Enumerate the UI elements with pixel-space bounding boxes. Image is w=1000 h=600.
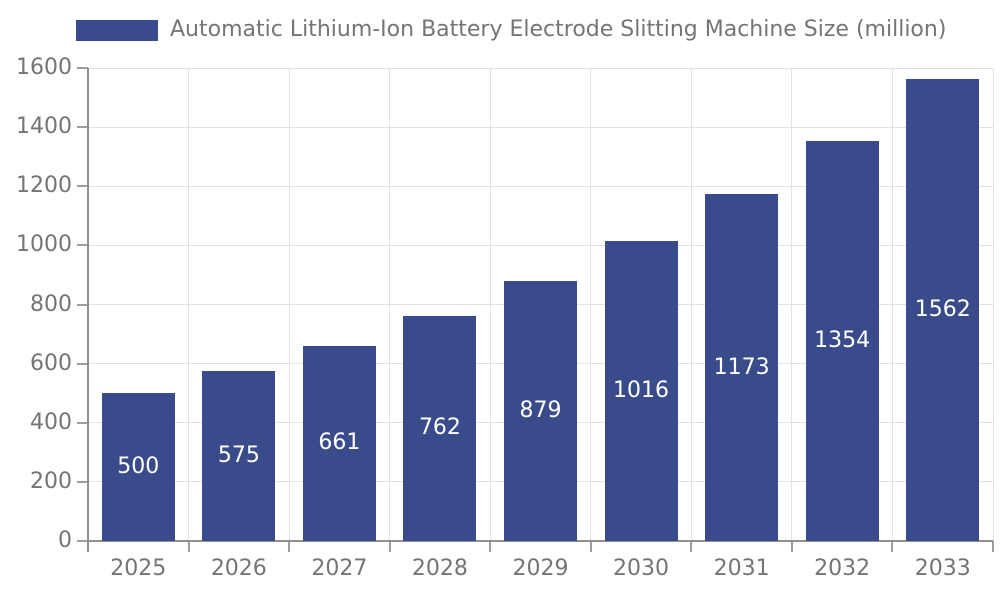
bar-2028[interactable]: [403, 315, 477, 541]
bar-2030[interactable]: [604, 240, 678, 541]
bar-2031[interactable]: [705, 194, 779, 541]
legend-swatch: [76, 19, 158, 41]
y-axis-tick: [77, 362, 88, 365]
x-tick-label: 2030: [613, 556, 670, 581]
gridline-vertical: [690, 68, 692, 541]
bar-value-label: 1173: [713, 354, 770, 380]
x-axis-tick: [589, 541, 592, 552]
y-axis-tick: [77, 67, 88, 69]
bar-2029[interactable]: [504, 281, 577, 541]
x-axis-tick: [288, 541, 291, 552]
gridline-vertical: [489, 68, 491, 541]
bar-value-label: 1562: [914, 297, 971, 323]
bar-value-label: 575: [217, 443, 260, 468]
y-axis-tick: [77, 540, 88, 542]
y-axis-tick: [77, 126, 88, 129]
x-axis-tick: [992, 541, 994, 552]
x-tick-label: 2027: [311, 556, 368, 581]
y-tick-label: 0: [58, 528, 72, 553]
bar-2027[interactable]: [302, 345, 376, 541]
y-axis-tick: [77, 185, 88, 188]
gridline-horizontal: [88, 244, 993, 246]
y-axis-tick: [77, 303, 88, 306]
x-axis-tick: [187, 541, 190, 552]
bar-2033[interactable]: [906, 79, 980, 541]
x-tick-label: 2031: [713, 556, 770, 581]
gridline-vertical: [389, 68, 391, 541]
x-axis-tick: [790, 541, 793, 552]
gridline-vertical: [590, 68, 592, 541]
gridline-vertical: [288, 68, 290, 541]
x-axis-tick: [388, 541, 391, 552]
x-tick-label: 2025: [110, 556, 167, 581]
x-tick-label: 2032: [814, 556, 871, 581]
x-axis-tick: [891, 541, 894, 552]
bar-value-label: 500: [117, 454, 160, 480]
x-tick-label: 2033: [914, 556, 971, 581]
bar-2025[interactable]: [101, 393, 175, 541]
gridline-vertical: [992, 68, 994, 541]
legend-item[interactable]: Automatic Lithium-Ion Battery Electrode …: [76, 16, 946, 44]
gridline-vertical: [891, 68, 893, 541]
y-axis-tick: [77, 421, 88, 424]
x-tick-label: 2026: [210, 556, 267, 581]
x-axis-line: [88, 540, 993, 542]
gridline-horizontal: [88, 185, 993, 187]
x-tick-label: 2028: [411, 556, 468, 581]
x-axis-tick: [690, 541, 693, 552]
x-axis-tick: [489, 541, 492, 552]
bar-value-label: 1354: [814, 327, 871, 353]
y-tick-label: 200: [30, 468, 72, 494]
bar-value-label: 879: [519, 398, 562, 424]
y-tick-label: 600: [30, 350, 72, 376]
y-tick-label: 1000: [16, 232, 72, 258]
y-axis-tick: [77, 480, 88, 483]
y-tick-label: 800: [30, 291, 72, 317]
gridline-horizontal: [88, 126, 993, 128]
bar-2026[interactable]: [202, 371, 276, 541]
x-tick-label: 2029: [512, 556, 569, 581]
y-tick-label: 1400: [16, 114, 72, 140]
gridline-horizontal: [88, 67, 993, 69]
legend-label: Automatic Lithium-Ion Battery Electrode …: [170, 17, 947, 42]
y-tick-label: 400: [30, 409, 72, 435]
gridline-vertical: [791, 68, 793, 541]
bar-2032[interactable]: [805, 140, 879, 541]
bar-value-label: 661: [318, 430, 361, 456]
y-axis-tick: [77, 244, 88, 247]
y-tick-label: 1600: [16, 55, 72, 80]
gridline-vertical: [188, 68, 190, 541]
bar-value-label: 762: [418, 415, 461, 441]
y-tick-label: 1200: [16, 173, 72, 199]
y-axis-line: [87, 68, 89, 552]
bar-value-label: 1016: [613, 377, 670, 403]
